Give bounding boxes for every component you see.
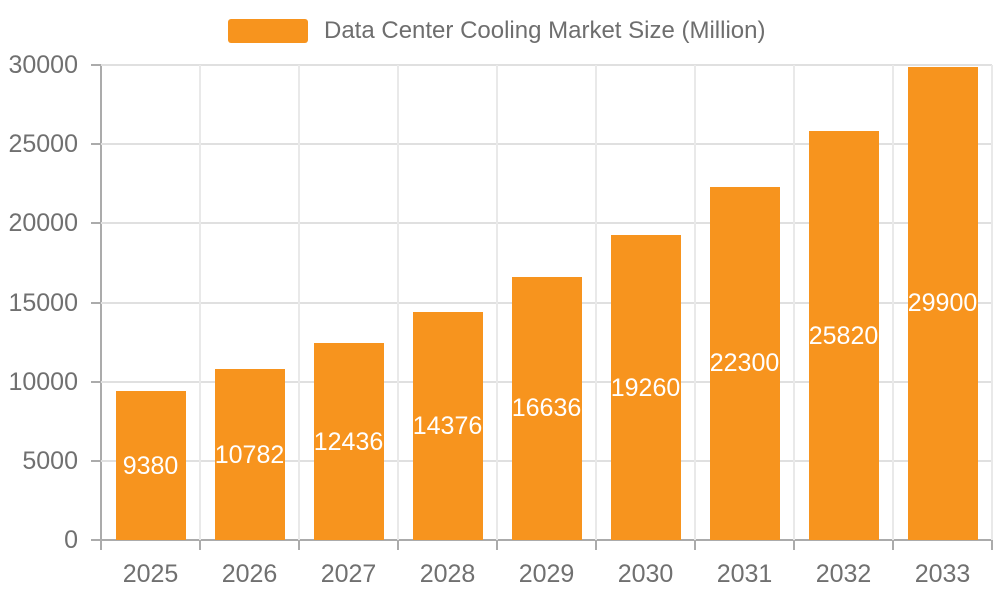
y-axis-label: 15000 [8,288,78,317]
bar-value-label: 29900 [907,289,978,318]
x-tick [496,540,498,550]
x-tick [793,540,795,550]
x-axis-label: 2032 [815,560,872,588]
bar-2028[interactable] [412,312,483,540]
bar-value-label: 10782 [214,440,285,469]
x-axis-label: 2033 [914,560,971,588]
bar-value-label: 14376 [412,412,483,441]
bar-2026[interactable] [214,369,285,540]
bar-2032[interactable] [808,131,879,540]
v-gridline [595,65,597,540]
v-gridline [496,65,498,540]
y-axis-label: 10000 [8,367,78,396]
bar-value-label: 22300 [709,349,780,378]
y-axis-label: 0 [64,526,78,554]
x-tick [397,540,399,550]
bar-2030[interactable] [610,235,681,540]
x-tick [298,540,300,550]
h-gridline [101,222,992,225]
y-tick [91,143,101,146]
legend-label: Data Center Cooling Market Size (Million… [324,17,766,44]
y-axis-label: 5000 [22,446,78,475]
y-tick [91,380,101,383]
x-tick [991,540,993,550]
x-tick [199,540,201,550]
x-tick [100,540,102,550]
v-gridline [199,65,201,540]
x-axis-label: 2031 [716,560,773,588]
bar-2027[interactable] [313,343,384,540]
y-tick [91,301,101,304]
v-gridline [793,65,795,540]
y-tick [91,222,101,225]
x-axis-line [100,539,993,541]
h-gridline [101,143,992,146]
y-axis-label: 25000 [8,130,78,159]
bar-2025[interactable] [115,391,186,540]
x-axis-label: 2026 [221,560,278,588]
bar-value-label: 25820 [808,321,879,350]
x-axis-label: 2027 [320,560,377,588]
plot-area: 9380 10782 12436 14376 16636 19260 22300 25820 2… [101,64,993,540]
x-axis-label: 2025 [122,560,179,588]
x-tick [595,540,597,550]
bar-value-label: 16636 [511,394,582,423]
h-gridline [101,64,992,66]
v-gridline [397,65,399,540]
x-axis-label: 2030 [617,560,674,588]
x-tick [892,540,894,550]
x-tick [694,540,696,550]
x-axis-label: 2029 [518,560,575,588]
bar-2031[interactable] [709,186,780,540]
y-axis-label: 30000 [8,51,78,79]
bar-value-label: 19260 [610,373,681,402]
bar-2029[interactable] [511,276,582,540]
v-gridline [892,65,894,540]
y-tick [91,64,101,66]
v-gridline [991,65,993,540]
x-axis-label: 2028 [419,560,476,588]
y-axis-label: 20000 [8,209,78,238]
legend-item[interactable]: Data Center Cooling Market Size (Million… [228,17,766,45]
bar-2033[interactable] [907,66,978,540]
legend-swatch-icon [228,19,308,43]
v-gridline [694,65,696,540]
y-tick [91,459,101,462]
v-gridline [298,65,300,540]
y-tick [91,539,101,541]
bar-value-label: 12436 [313,427,384,456]
bar-value-label: 9380 [122,451,179,480]
